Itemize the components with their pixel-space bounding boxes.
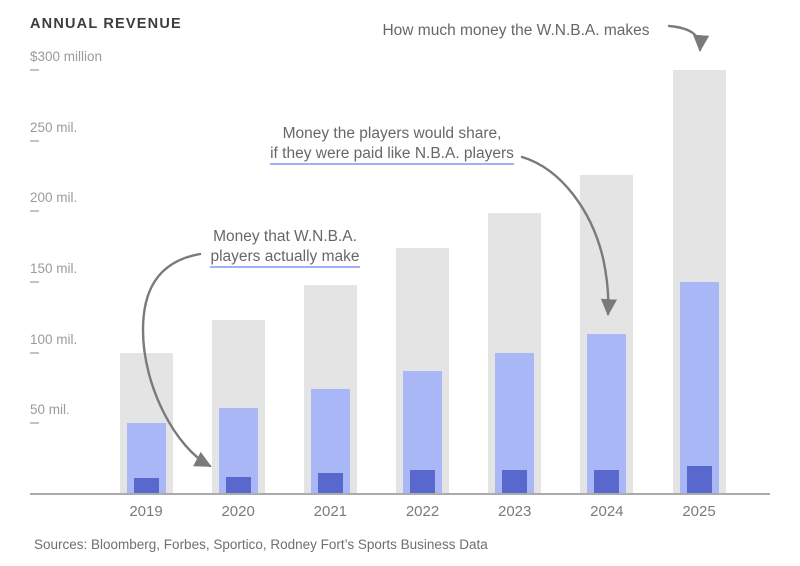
bar-2019-actual-player-pay	[133, 478, 159, 494]
annotation-actual-pay: Money that W.N.B.A. players actually mak…	[185, 227, 385, 268]
chart-title: ANNUAL REVENUE	[30, 16, 182, 32]
bar-2021-actual-player-pay	[317, 472, 343, 494]
x-axis-label-2025: 2025	[682, 503, 716, 520]
x-axis-line	[30, 493, 770, 495]
y-axis-tick-150	[30, 281, 39, 283]
x-axis-label-2020: 2020	[221, 503, 255, 520]
y-axis-tick-50	[30, 422, 39, 425]
annotation-total-revenue-text: How much money the W.N.B.A. makes	[382, 22, 650, 39]
y-axis-label-200: 200 mil.	[30, 190, 78, 206]
bar-2022-actual-player-pay	[410, 469, 435, 494]
arrow-total-revenue	[667, 24, 710, 52]
y-axis-tick-300	[30, 69, 39, 71]
bar-2025-nba-style-player-share	[679, 282, 719, 494]
y-axis-label-100: 100 mil.	[30, 331, 78, 347]
source-credit: Sources: Bloomberg, Forbes, Sportico, Ro…	[34, 537, 488, 552]
bar-2024-nba-style-player-share	[587, 334, 627, 494]
y-axis-label-150: 150 mil.	[30, 261, 78, 276]
x-axis-label-2024: 2024	[590, 503, 624, 520]
y-axis-tick-100	[30, 351, 39, 354]
annotation-actual-pay-line1: Money that W.N.B.A.	[213, 228, 357, 245]
x-axis-label-2021: 2021	[313, 503, 348, 520]
annotation-player-share-line1: Money the players would share,	[282, 125, 502, 142]
x-axis-label-2022: 2022	[405, 503, 440, 520]
annotation-player-share: Money the players would share, if they w…	[232, 124, 552, 165]
bar-2024-actual-player-pay	[594, 469, 620, 494]
y-axis-label-50: 50 mil.	[30, 402, 70, 418]
annotation-total-revenue: How much money the W.N.B.A. makes	[366, 21, 666, 41]
bar-2025-actual-player-pay	[686, 465, 712, 494]
x-axis-label-2023: 2023	[497, 503, 532, 520]
x-axis-label-2019: 2019	[129, 503, 163, 520]
y-axis-tick-250	[30, 139, 39, 142]
y-axis-label-250: 250 mil.	[30, 119, 78, 135]
annotation-actual-pay-line2: players actually make	[210, 248, 360, 268]
annotation-player-share-line2: if they were paid like N.B.A. players	[270, 145, 514, 165]
y-axis-label-300: $300 million	[30, 49, 103, 64]
y-axis-tick-200	[30, 210, 39, 213]
bar-2023-actual-player-pay	[502, 469, 528, 494]
bar-2020-actual-player-pay	[225, 477, 251, 494]
